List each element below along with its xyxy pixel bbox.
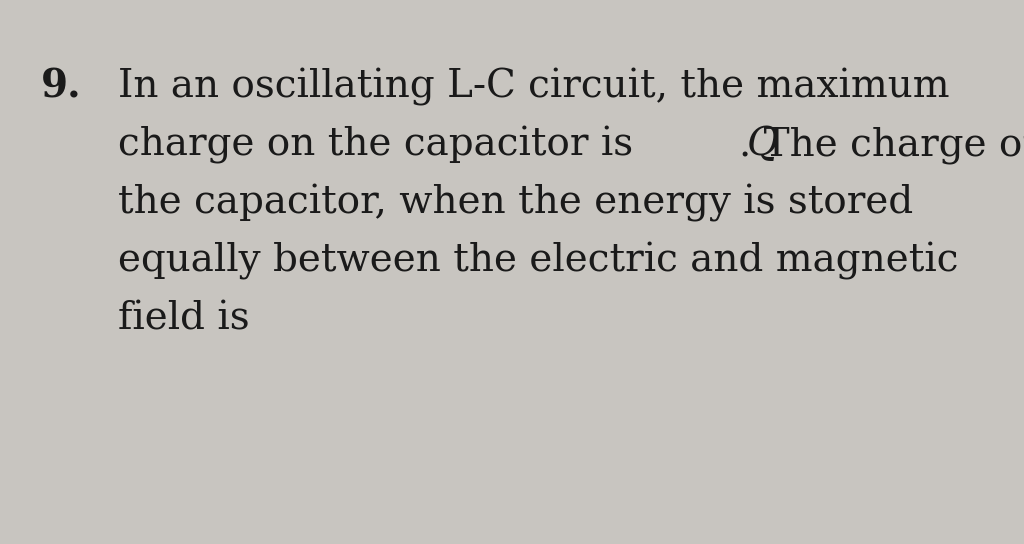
Text: Q: Q xyxy=(746,126,778,163)
Text: charge on the capacitor is: charge on the capacitor is xyxy=(118,126,645,164)
Text: In an oscillating L-C circuit, the maximum: In an oscillating L-C circuit, the maxim… xyxy=(118,68,949,106)
Text: the capacitor, when the energy is stored: the capacitor, when the energy is stored xyxy=(118,184,913,222)
Text: 9.: 9. xyxy=(41,68,82,106)
Text: equally between the electric and magnetic: equally between the electric and magneti… xyxy=(118,242,958,280)
Text: . The charge on: . The charge on xyxy=(738,126,1024,164)
Text: field is: field is xyxy=(118,300,250,337)
